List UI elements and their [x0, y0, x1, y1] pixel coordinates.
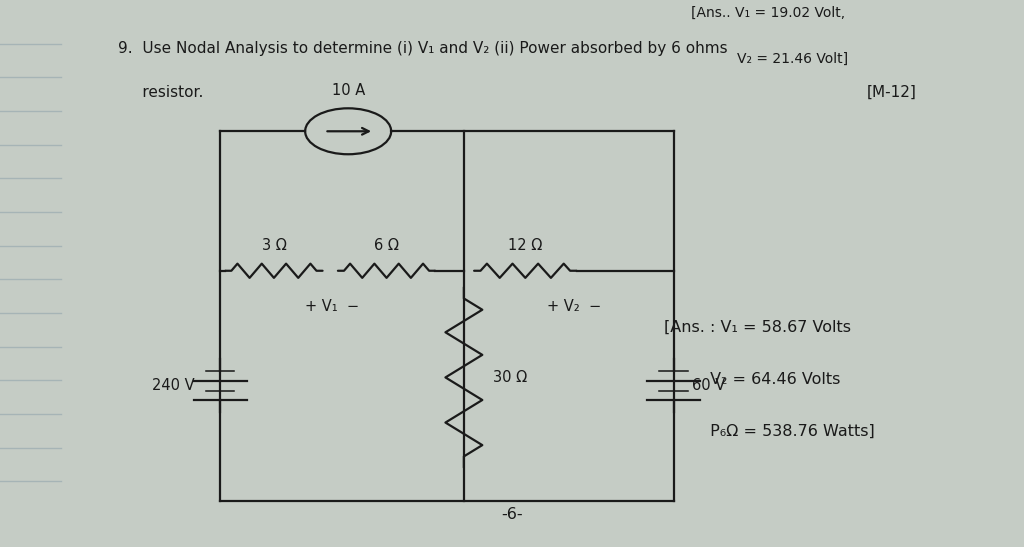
- Text: V₂ = 64.46 Volts: V₂ = 64.46 Volts: [664, 372, 840, 387]
- Text: 6 Ω: 6 Ω: [374, 238, 399, 253]
- Text: P₆Ω = 538.76 Watts]: P₆Ω = 538.76 Watts]: [664, 424, 874, 439]
- Text: 240 V: 240 V: [152, 378, 195, 393]
- Text: [Ans.. V₁ = 19.02 Volt,: [Ans.. V₁ = 19.02 Volt,: [691, 5, 846, 20]
- Text: 60 V: 60 V: [692, 378, 725, 393]
- Text: 30 Ω: 30 Ω: [493, 370, 526, 385]
- Text: -6-: -6-: [501, 508, 523, 522]
- Text: resistor.: resistor.: [118, 85, 203, 100]
- Text: 12 Ω: 12 Ω: [508, 238, 543, 253]
- Text: + V₂  −: + V₂ −: [547, 299, 601, 314]
- Text: + V₁  −: + V₁ −: [305, 299, 358, 314]
- Text: [M-12]: [M-12]: [866, 85, 916, 100]
- Text: 10 A: 10 A: [332, 84, 365, 98]
- Text: 9.  Use Nodal Analysis to determine (i) V₁ and V₂ (ii) Power absorbed by 6 ohms: 9. Use Nodal Analysis to determine (i) V…: [118, 41, 727, 56]
- Text: 3 Ω: 3 Ω: [261, 238, 287, 253]
- Text: V₂ = 21.46 Volt]: V₂ = 21.46 Volt]: [737, 52, 849, 66]
- Text: [Ans. : V₁ = 58.67 Volts: [Ans. : V₁ = 58.67 Volts: [664, 320, 851, 335]
